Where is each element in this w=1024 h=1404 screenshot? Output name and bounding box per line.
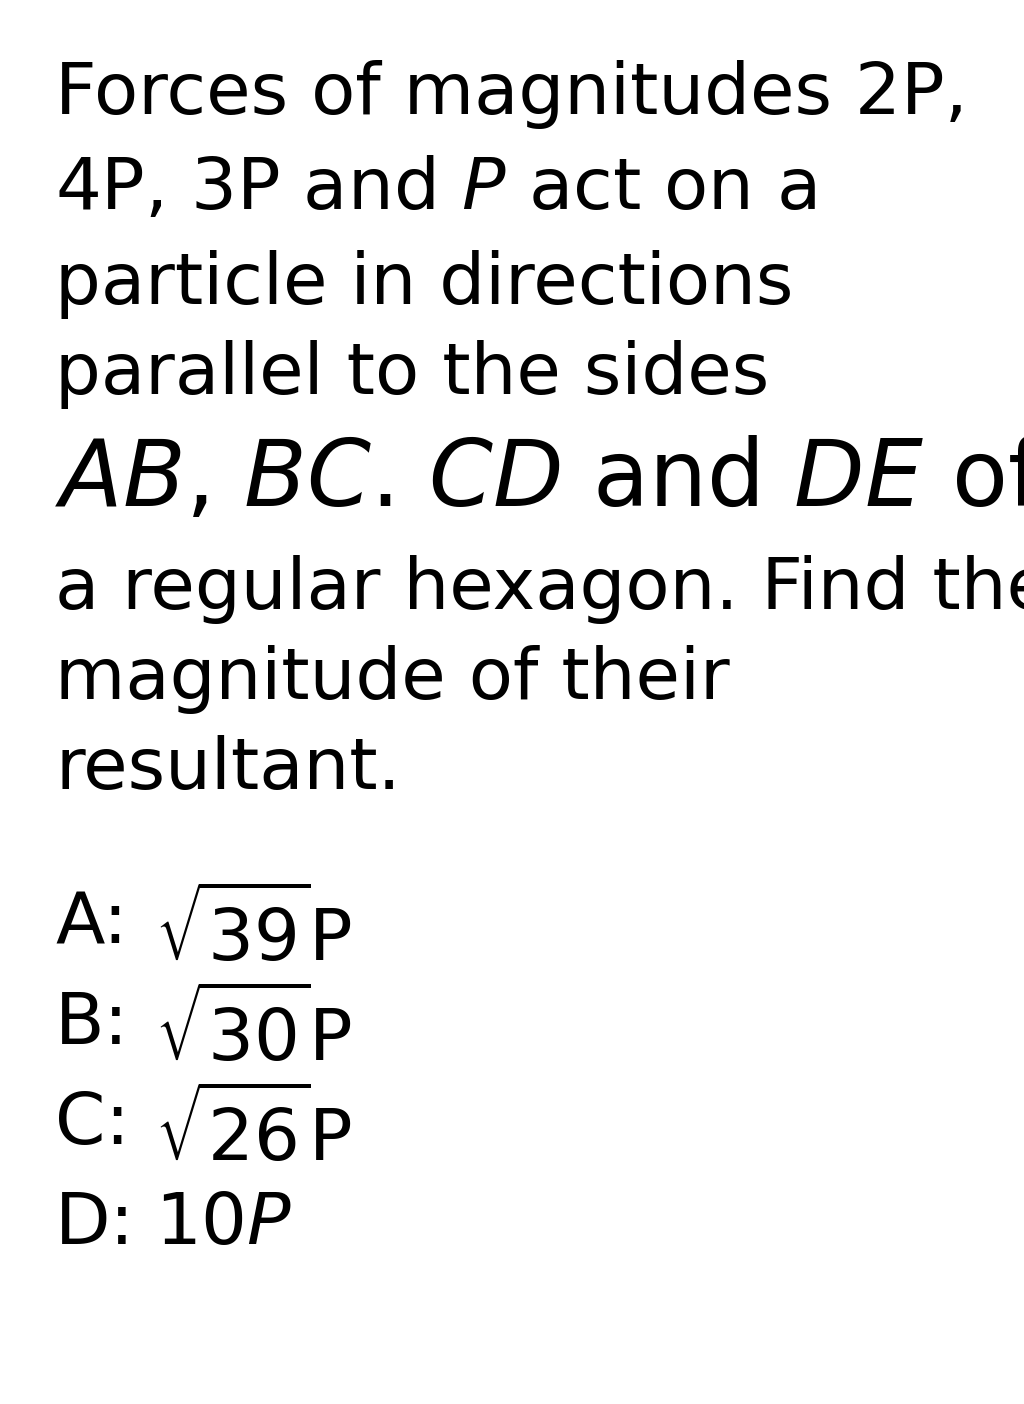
Text: $10\mathit{P}$: $10\mathit{P}$ [155,1191,293,1259]
Text: B:: B: [55,990,129,1059]
Text: $\sqrt{39}\mathrm{P}$: $\sqrt{39}\mathrm{P}$ [155,890,351,976]
Text: particle in directions: particle in directions [55,250,794,319]
Text: $\mathit{AB}$, $\mathit{BC}$. $\mathit{CD}$ and $\mathit{DE}$ of: $\mathit{AB}$, $\mathit{BC}$. $\mathit{C… [55,435,1024,525]
Text: $\sqrt{30}\mathrm{P}$: $\sqrt{30}\mathrm{P}$ [155,990,351,1075]
Text: 4P, 3P and $\mathit{P}$ act on a: 4P, 3P and $\mathit{P}$ act on a [55,154,816,225]
Text: parallel to the sides: parallel to the sides [55,340,769,409]
Text: D:: D: [55,1191,135,1259]
Text: magnitude of their: magnitude of their [55,644,730,715]
Text: resultant.: resultant. [55,736,400,804]
Text: C:: C: [55,1090,130,1158]
Text: $\sqrt{26}\mathrm{P}$: $\sqrt{26}\mathrm{P}$ [155,1090,351,1175]
Text: a regular hexagon. Find the: a regular hexagon. Find the [55,555,1024,623]
Text: Forces of magnitudes 2P,: Forces of magnitudes 2P, [55,60,968,129]
Text: A:: A: [55,890,128,959]
